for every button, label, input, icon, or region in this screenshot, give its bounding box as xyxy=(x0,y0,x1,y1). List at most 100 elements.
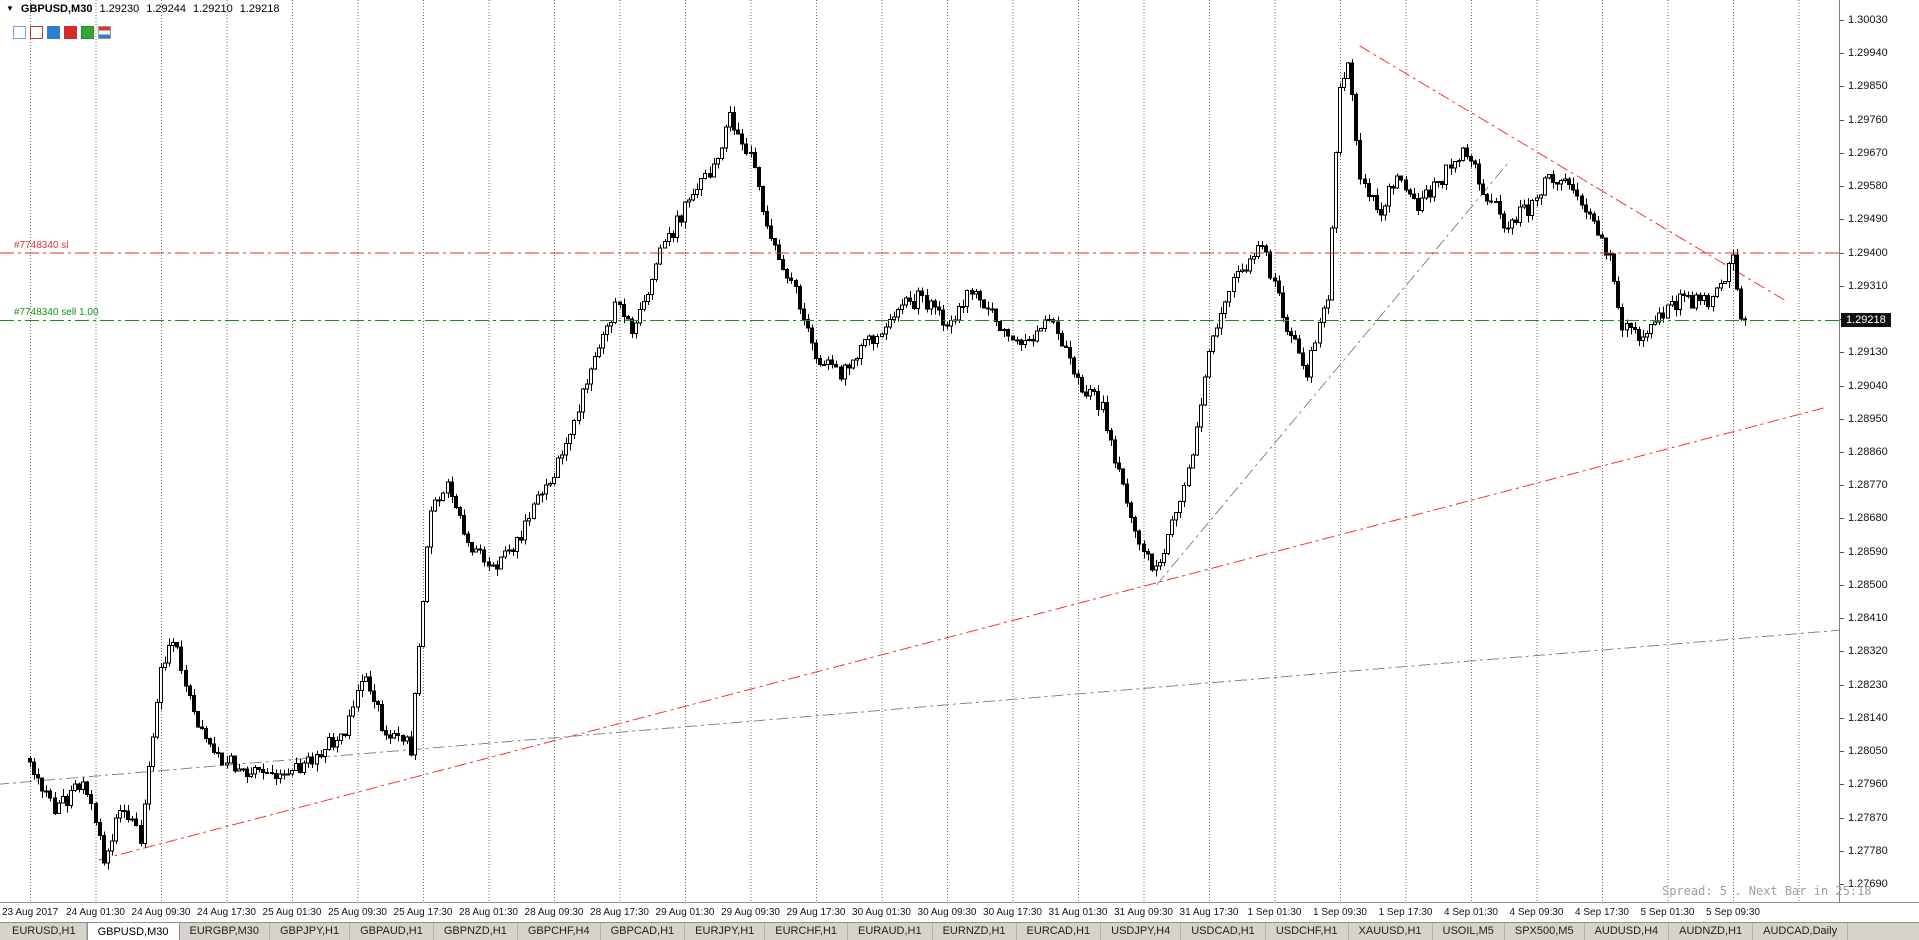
candle-body xyxy=(495,564,499,570)
candle-body xyxy=(695,189,699,196)
chart-tab[interactable]: AUDNZD,H1 xyxy=(1669,923,1754,940)
object-red-square-icon[interactable] xyxy=(64,26,77,39)
candle-body xyxy=(1121,468,1125,485)
chart-tab[interactable]: GBPCHF,H4 xyxy=(518,923,601,940)
chart-tab[interactable]: XAUUSD,H1 xyxy=(1349,923,1433,940)
candlestick-chart[interactable] xyxy=(0,0,1839,902)
object-green-square-icon[interactable] xyxy=(81,26,94,39)
candle-body xyxy=(687,199,691,203)
candle-body xyxy=(1256,245,1260,258)
chart-tab[interactable]: EURAUD,H1 xyxy=(848,923,933,940)
candle-body xyxy=(159,667,163,703)
candle-body xyxy=(597,347,601,358)
candle-body xyxy=(1268,251,1272,279)
candle-body xyxy=(57,802,61,814)
candle-body xyxy=(1330,227,1334,301)
candle-body xyxy=(1326,299,1330,309)
candle-body xyxy=(1289,330,1293,336)
candle-body xyxy=(634,322,638,335)
time-tick-label: 5 Sep 01:30 xyxy=(1640,907,1695,918)
candle-body xyxy=(1023,340,1027,346)
chart-tab[interactable]: USDCAD,H1 xyxy=(1181,923,1266,940)
candle-body xyxy=(749,152,753,155)
candle-body xyxy=(429,510,433,548)
price-tickmark xyxy=(1840,850,1844,852)
chart-objects-toolbar xyxy=(13,26,111,39)
candle-body xyxy=(1424,189,1428,199)
candle-body xyxy=(863,339,867,346)
candle-body xyxy=(1682,293,1686,296)
candle-body xyxy=(1600,234,1604,239)
candle-body xyxy=(134,818,138,826)
price-tickmark xyxy=(1840,418,1844,420)
candle-body xyxy=(1195,426,1199,456)
trendline-shallow-gray-trend[interactable] xyxy=(0,629,1839,785)
chart-tab[interactable]: GBPAUD,H1 xyxy=(350,923,434,940)
price-tick-label: 1.27870 xyxy=(1848,811,1888,824)
candle-body xyxy=(126,810,130,820)
candle-body xyxy=(347,715,351,737)
chart-tab[interactable]: USDCHF,H1 xyxy=(1266,923,1349,940)
object-red-outline-square-icon[interactable] xyxy=(30,26,43,39)
price-tickmark xyxy=(1840,452,1844,453)
candle-body xyxy=(560,454,564,459)
candle-body xyxy=(1367,183,1371,198)
candle-body xyxy=(265,771,269,774)
candle-body xyxy=(777,244,781,260)
candle-body xyxy=(982,299,986,309)
candle-body xyxy=(392,733,396,739)
object-blue-square-icon[interactable] xyxy=(47,26,60,39)
price-tick-label: 1.28320 xyxy=(1848,645,1888,658)
price-axis[interactable]: 1.30030 1.29940 1.29850 1.29760 1.29670 1.295… xyxy=(1839,0,1919,902)
time-axis[interactable]: 23 Aug 2017 24 Aug 01:30 24 Aug 09:30 24 Au… xyxy=(0,902,1919,922)
trendline-descending-resistance[interactable] xyxy=(1359,45,1786,302)
candle-body xyxy=(384,729,388,736)
chart-menu-arrow-icon[interactable]: ▼ xyxy=(6,4,14,13)
price-tick-label: 1.29400 xyxy=(1848,246,1888,259)
chart-tab[interactable]: AUDUSD,H4 xyxy=(1585,923,1670,940)
chart-tab[interactable]: GBPCAD,H1 xyxy=(601,923,686,940)
candle-body xyxy=(1588,211,1592,215)
chart-tab[interactable]: GBPUSD,M30 xyxy=(86,922,180,940)
time-tick-label: 29 Aug 09:30 xyxy=(721,907,780,918)
candle-body xyxy=(568,433,572,445)
object-white-square-icon[interactable] xyxy=(13,26,26,39)
object-striped-square-icon[interactable] xyxy=(98,26,111,39)
candle-body xyxy=(1260,245,1264,248)
candle-body xyxy=(1539,194,1543,199)
chart-tab[interactable]: GBPJPY,H1 xyxy=(270,923,351,940)
candle-body xyxy=(753,152,757,169)
chart-tab[interactable]: EURUSD,H1 xyxy=(2,923,87,940)
candle-body xyxy=(773,237,777,246)
price-tick-label: 1.28950 xyxy=(1848,412,1888,425)
candle-body xyxy=(1227,291,1231,303)
chart-area[interactable]: ▼ GBPUSD,M30 1.29230 1.29244 1.29210 1.2… xyxy=(0,0,1872,902)
candle-body xyxy=(1252,256,1256,260)
chart-tab[interactable]: USDJPY,H4 xyxy=(1101,923,1182,940)
candle-body xyxy=(1133,517,1137,532)
price-tickmark xyxy=(1840,884,1844,885)
candle-body xyxy=(425,546,429,603)
candle-body xyxy=(769,225,773,239)
candle-body xyxy=(908,297,912,302)
candle-body xyxy=(225,762,229,766)
chart-tab[interactable]: EURNZD,H1 xyxy=(933,923,1017,940)
candle-body xyxy=(1686,294,1690,297)
candle-body xyxy=(1199,404,1203,428)
chart-tab[interactable]: AUDCAD,Daily xyxy=(1753,923,1849,940)
price-tickmark xyxy=(1840,817,1844,819)
chart-tab[interactable]: GBPNZD,H1 xyxy=(434,923,518,940)
candle-body xyxy=(396,733,400,736)
chart-tab[interactable]: EURCHF,H1 xyxy=(765,923,849,940)
chart-tab[interactable]: EURCAD,H1 xyxy=(1017,923,1102,940)
chart-tab[interactable]: EURGBP,M30 xyxy=(180,923,270,940)
chart-tab[interactable]: SPX500,M5 xyxy=(1505,923,1585,940)
chart-tab[interactable]: EURJPY,H1 xyxy=(685,923,766,940)
trendline-steep-gray-trend[interactable] xyxy=(1156,159,1511,586)
candle-body xyxy=(1653,321,1657,326)
candle-body xyxy=(466,533,470,544)
candle-body xyxy=(1297,338,1301,354)
trendline-ascending-support[interactable] xyxy=(98,407,1825,861)
candle-body xyxy=(507,549,511,552)
chart-tab[interactable]: USOIL,M5 xyxy=(1433,923,1505,940)
